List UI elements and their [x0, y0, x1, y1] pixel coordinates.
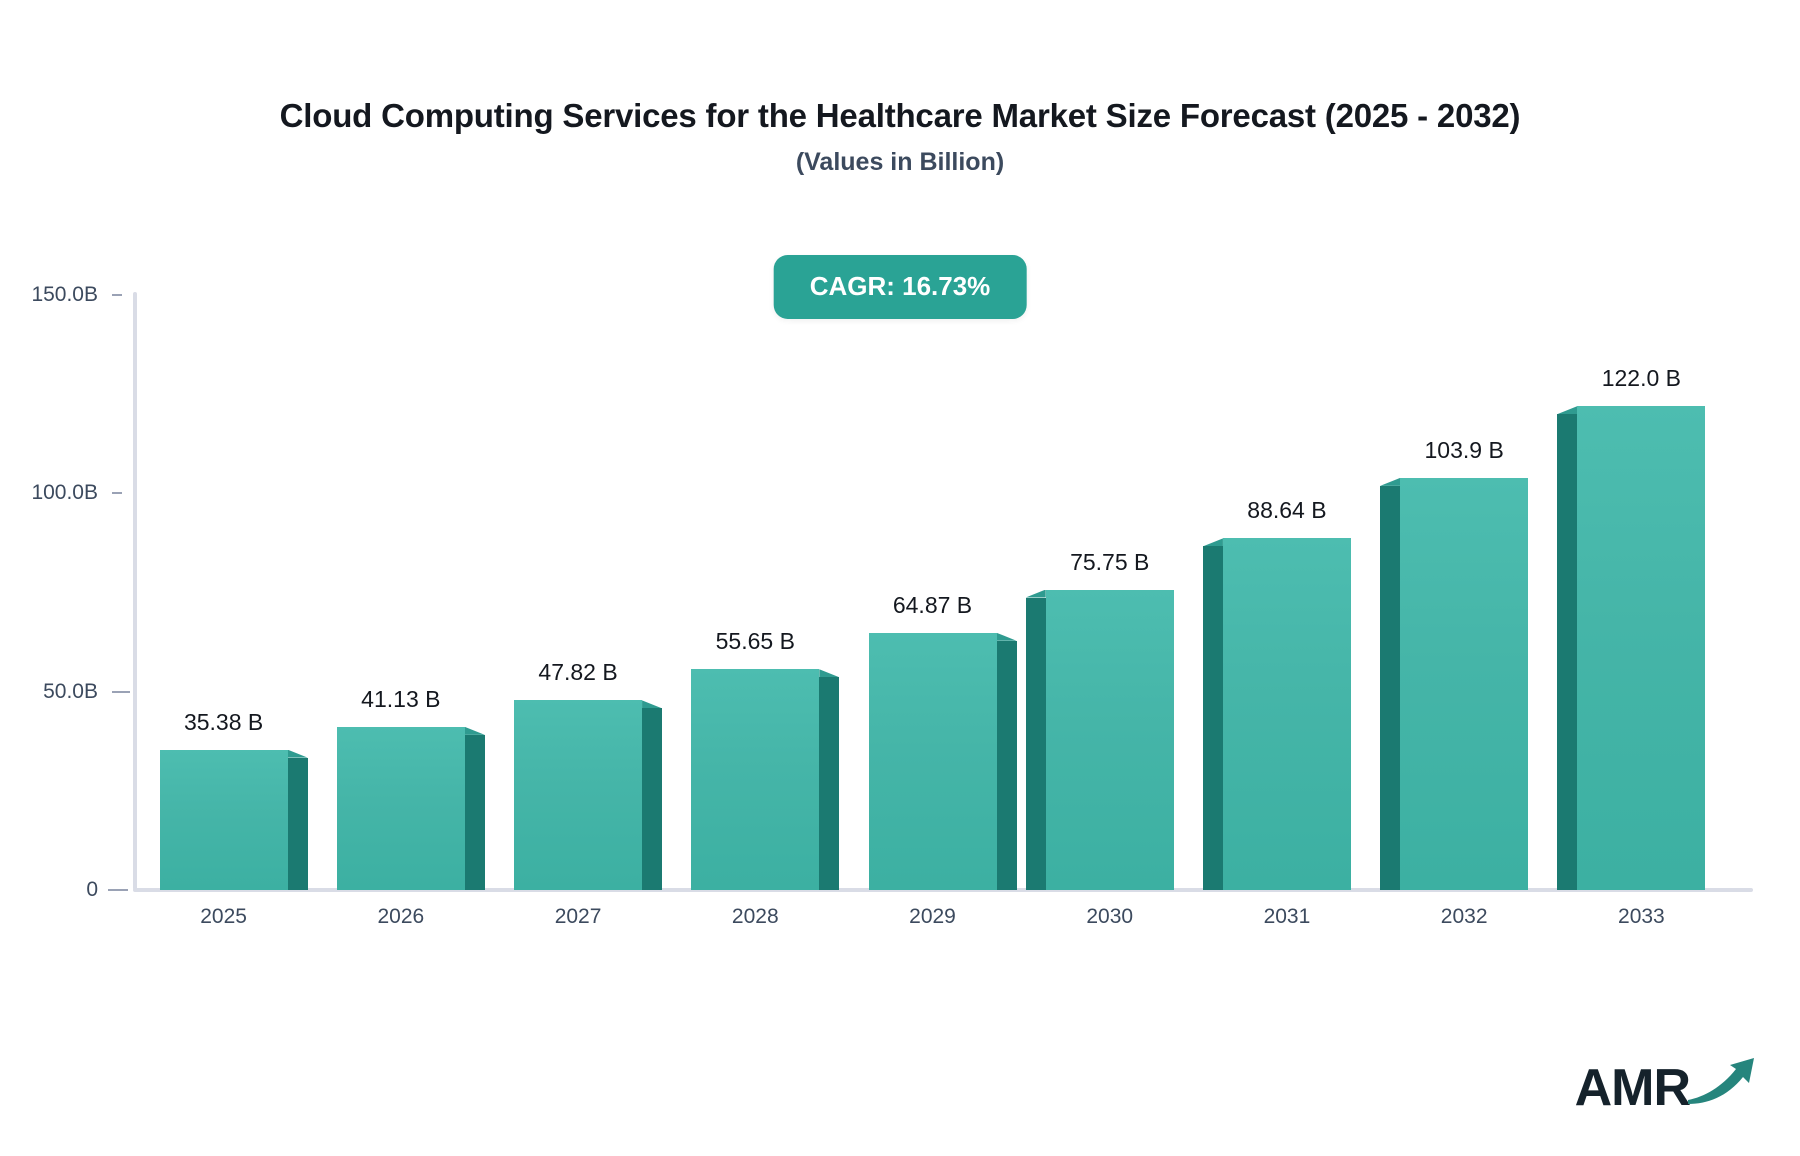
x-axis-tick-label: 2026 — [377, 905, 425, 928]
bar-side-face — [819, 677, 840, 890]
bar-front-face — [1222, 538, 1351, 890]
bar-2030: 75.75 B — [1025, 549, 1174, 890]
y-axis-tick-mark — [112, 294, 122, 296]
bar-value-label: 103.9 B — [1424, 436, 1504, 463]
bar-2031: 88.64 B — [1202, 497, 1351, 890]
bar-2026: 41.13 B — [336, 686, 485, 890]
cagr-badge: CAGR: 16.73% — [773, 255, 1027, 319]
bar-front-face — [691, 669, 820, 890]
bar-front-face — [1577, 406, 1706, 890]
bar-2028: 55.65 B — [691, 628, 840, 890]
bar-2032: 103.9 B — [1380, 437, 1529, 890]
bar-front-face — [514, 700, 643, 890]
bar-2025: 35.38 B — [159, 709, 308, 890]
chart-subtitle: (Values in Billion) — [795, 148, 1005, 176]
bar-front-face — [1400, 477, 1529, 890]
bar-top-face — [1557, 406, 1578, 415]
bar-top-face — [1025, 589, 1046, 598]
bar-top-face — [642, 700, 663, 709]
y-axis-line — [133, 292, 137, 890]
x-axis-line — [133, 888, 1753, 892]
bar-value-label: 55.65 B — [715, 628, 795, 655]
bar-top-face — [819, 669, 840, 678]
bar-value-label: 88.64 B — [1247, 497, 1327, 524]
y-axis-tick-mark — [112, 690, 130, 693]
bar-2033: 122.0 B — [1557, 365, 1706, 890]
bar-value-label: 122.0 B — [1601, 365, 1682, 392]
x-axis-tick-label: 2025 — [200, 905, 247, 928]
x-axis-tick-label: 2029 — [909, 905, 956, 928]
bar-top-face — [1380, 477, 1401, 486]
bar-side-face — [1380, 485, 1401, 890]
bar-value-label: 35.38 B — [183, 708, 264, 735]
logo-text: AMR — [1574, 1059, 1691, 1117]
chart-title: Cloud Computing Services for the Healthc… — [279, 97, 1521, 134]
bar-side-face — [1025, 597, 1046, 890]
bar-value-label: 47.82 B — [538, 659, 618, 686]
x-axis-tick-label: 2030 — [1086, 905, 1134, 928]
bar-2029: 64.87 B — [868, 592, 1017, 890]
bar-side-face — [287, 757, 308, 890]
bar-side-face — [1557, 414, 1578, 890]
bar-top-face — [287, 749, 308, 758]
bar-side-face — [1202, 546, 1223, 890]
growth-arrow-icon — [1686, 1053, 1758, 1110]
bar-top-face — [996, 632, 1017, 641]
plot-area: 35.38 B 41.13 B 47.82 B 55.65 B 64.87 B 75.75… — [135, 295, 1730, 890]
bar-side-face — [464, 734, 485, 890]
y-axis-tick-label: 0 — [86, 878, 98, 901]
bar-value-label: 75.75 B — [1070, 548, 1150, 575]
y-axis-tick-mark — [108, 889, 128, 891]
x-axis-tick-label: 2033 — [1618, 905, 1665, 928]
bar-front-face — [1045, 589, 1174, 890]
y-axis-tick-label: 150.0B — [31, 283, 98, 306]
bar-2027: 47.82 B — [514, 659, 663, 890]
x-axis-tick-label: 2032 — [1440, 905, 1488, 928]
x-axis-tick-label: 2028 — [731, 905, 779, 928]
y-axis-tick-mark — [112, 492, 122, 495]
bar-front-face — [159, 749, 288, 890]
bar-top-face — [464, 726, 485, 735]
x-axis-tick-label: 2027 — [554, 905, 602, 928]
y-axis-tick-label: 100.0B — [31, 481, 98, 505]
bar-side-face — [996, 640, 1017, 890]
y-axis-tick-label: 50.0B — [43, 679, 98, 703]
amr-logo: AMR — [1575, 1053, 1758, 1114]
bar-value-label: 41.13 B — [361, 685, 441, 712]
bar-front-face — [868, 632, 997, 890]
bar-side-face — [642, 708, 663, 890]
bar-top-face — [1202, 538, 1223, 547]
x-axis-tick-label: 2031 — [1263, 905, 1311, 928]
bar-value-label: 64.87 B — [892, 591, 973, 618]
bar-front-face — [336, 726, 465, 890]
